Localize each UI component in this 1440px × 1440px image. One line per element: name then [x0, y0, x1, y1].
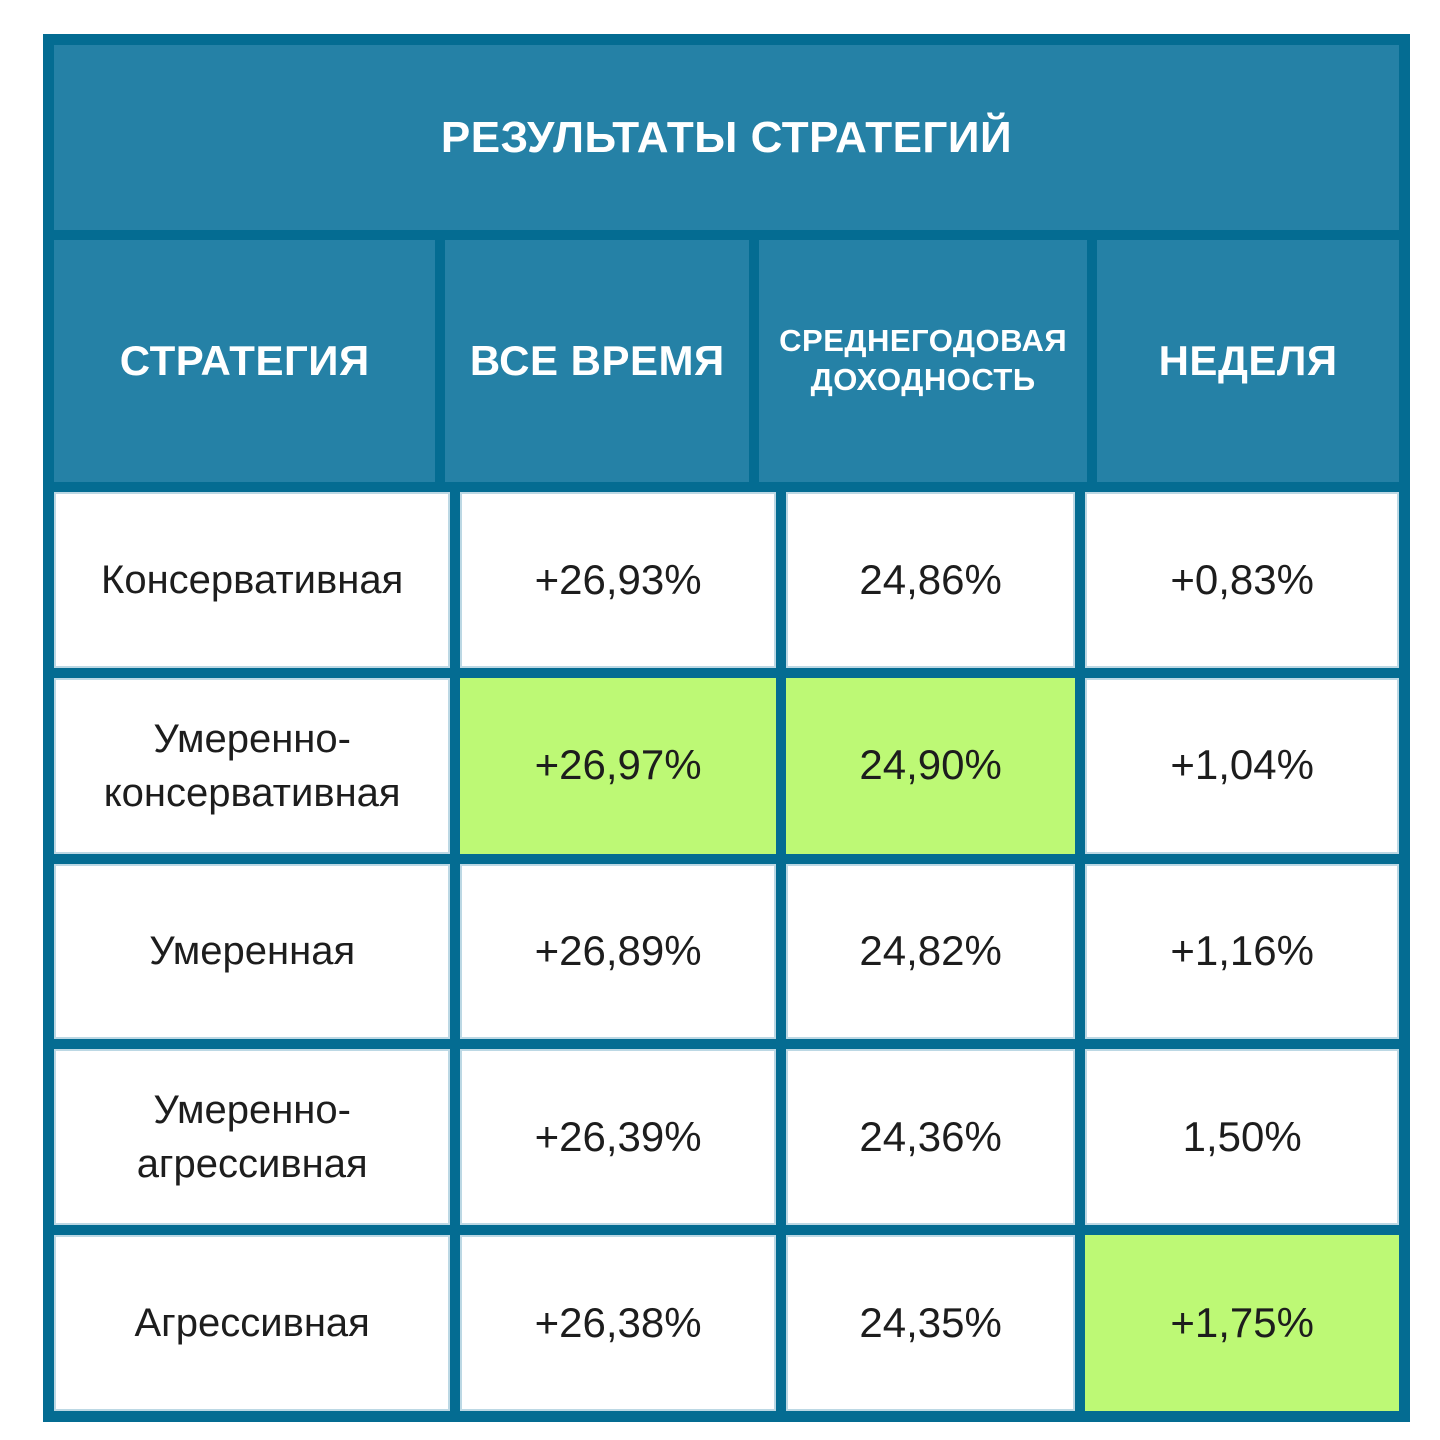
annual-return-value-cell-highlighted: 24,90% — [785, 677, 1076, 854]
annual-return-value-cell: 24,86% — [785, 492, 1076, 668]
week-value-cell: 1,50% — [1085, 1049, 1399, 1226]
week-value-cell-highlighted: +1,75% — [1085, 1235, 1399, 1411]
table-row: Умеренно-консервативная +26,97% 24,90% +… — [54, 677, 1399, 854]
column-header-all-time: ВСЕ ВРЕМЯ — [445, 240, 750, 482]
table-row: Агрессивная +26,38% 24,35% +1,75% — [54, 1235, 1399, 1411]
column-header-strategy: СТРАТЕГИЯ — [54, 240, 436, 482]
column-header-annual-return: СРЕДНЕГОДОВАЯ ДОХОДНОСТЬ — [759, 240, 1088, 482]
all-time-value-cell: +26,39% — [460, 1049, 776, 1226]
strategy-name-cell: Умеренная — [54, 863, 451, 1040]
week-value-cell: +1,04% — [1085, 677, 1399, 854]
annual-return-value-cell: 24,82% — [785, 863, 1076, 1040]
all-time-value-cell-highlighted: +26,97% — [460, 677, 776, 854]
header-row: СТРАТЕГИЯ ВСЕ ВРЕМЯ СРЕДНЕГОДОВАЯ ДОХОДН… — [54, 240, 1399, 482]
table-row: Умеренная +26,89% 24,82% +1,16% — [54, 863, 1399, 1040]
all-time-value-cell: +26,93% — [460, 492, 776, 668]
annual-return-value-cell: 24,35% — [785, 1235, 1076, 1411]
table-row: Консервативная +26,93% 24,86% +0,83% — [54, 492, 1399, 668]
column-header-week: НЕДЕЛЯ — [1097, 240, 1399, 482]
all-time-value-cell: +26,38% — [460, 1235, 776, 1411]
table-title: РЕЗУЛЬТАТЫ СТРАТЕГИЙ — [54, 45, 1399, 230]
week-value-cell: +0,83% — [1085, 492, 1399, 668]
annual-return-value-cell: 24,36% — [785, 1049, 1076, 1226]
strategy-name-cell: Консервативная — [54, 492, 451, 668]
strategy-results-table: РЕЗУЛЬТАТЫ СТРАТЕГИЙ СТРАТЕГИЯ ВСЕ ВРЕМЯ… — [43, 34, 1410, 1422]
strategy-name-cell: Умеренно-агрессивная — [54, 1049, 451, 1226]
strategy-name-cell: Умеренно-консервативная — [54, 677, 451, 854]
week-value-cell: +1,16% — [1085, 863, 1399, 1040]
all-time-value-cell: +26,89% — [460, 863, 776, 1040]
table-row: Умеренно-агрессивная +26,39% 24,36% 1,50… — [54, 1049, 1399, 1226]
strategy-name-cell: Агрессивная — [54, 1235, 451, 1411]
